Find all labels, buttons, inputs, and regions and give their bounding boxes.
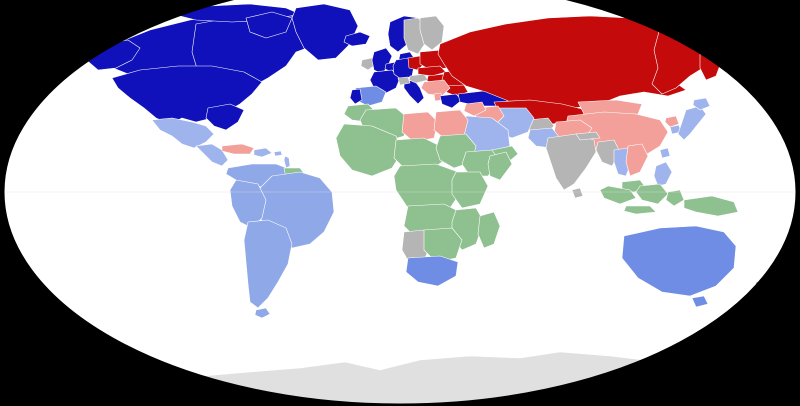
region-west-africa [335,123,403,177]
region-sri-lanka [571,187,584,199]
region-indonesia-java [623,205,657,215]
region-czechoslovakia [417,65,447,77]
region-portugal [349,88,363,105]
region-botswana-zimbabwe [423,227,463,263]
region-united-kingdom [371,47,393,75]
region-syria [463,101,487,117]
region-tasmania [691,295,709,308]
region-australia [621,225,737,297]
region-vietnam-laos-cambodia [625,143,649,177]
region-mexico [151,117,215,149]
region-indonesia-sulawesi [665,189,685,207]
region-nepal-bhutan [575,131,601,141]
globe-disc [4,0,796,404]
region-us-southeast [205,103,245,131]
region-hispaniola [253,147,273,158]
region-indonesia-sumatra [599,185,637,205]
region-central-america [195,143,229,167]
region-south-africa [405,255,459,287]
region-finland [419,15,445,51]
region-ireland [360,57,376,71]
region-libya [401,111,439,143]
region-somalia [487,151,513,181]
region-new-guinea [683,195,739,217]
region-madagascar [477,211,501,249]
region-argentina-chile [243,219,293,309]
region-north-korea [664,115,680,128]
region-cuba [221,143,255,155]
region-greenland [291,3,359,61]
region-soviet-union [437,15,707,111]
region-puerto-rico [273,150,283,157]
region-philippines [653,161,673,187]
region-baffin-island [245,11,293,39]
region-kenya-tanzania [451,171,489,209]
region-japan-hokkaido [692,97,711,111]
region-lesser-antilles [283,155,291,169]
region-switzerland [397,76,411,86]
globe-limb [3,0,797,405]
region-taiwan [659,147,671,159]
region-tierra-del-fuego [254,307,271,319]
region-iceland [343,31,371,47]
region-greece [439,93,463,109]
